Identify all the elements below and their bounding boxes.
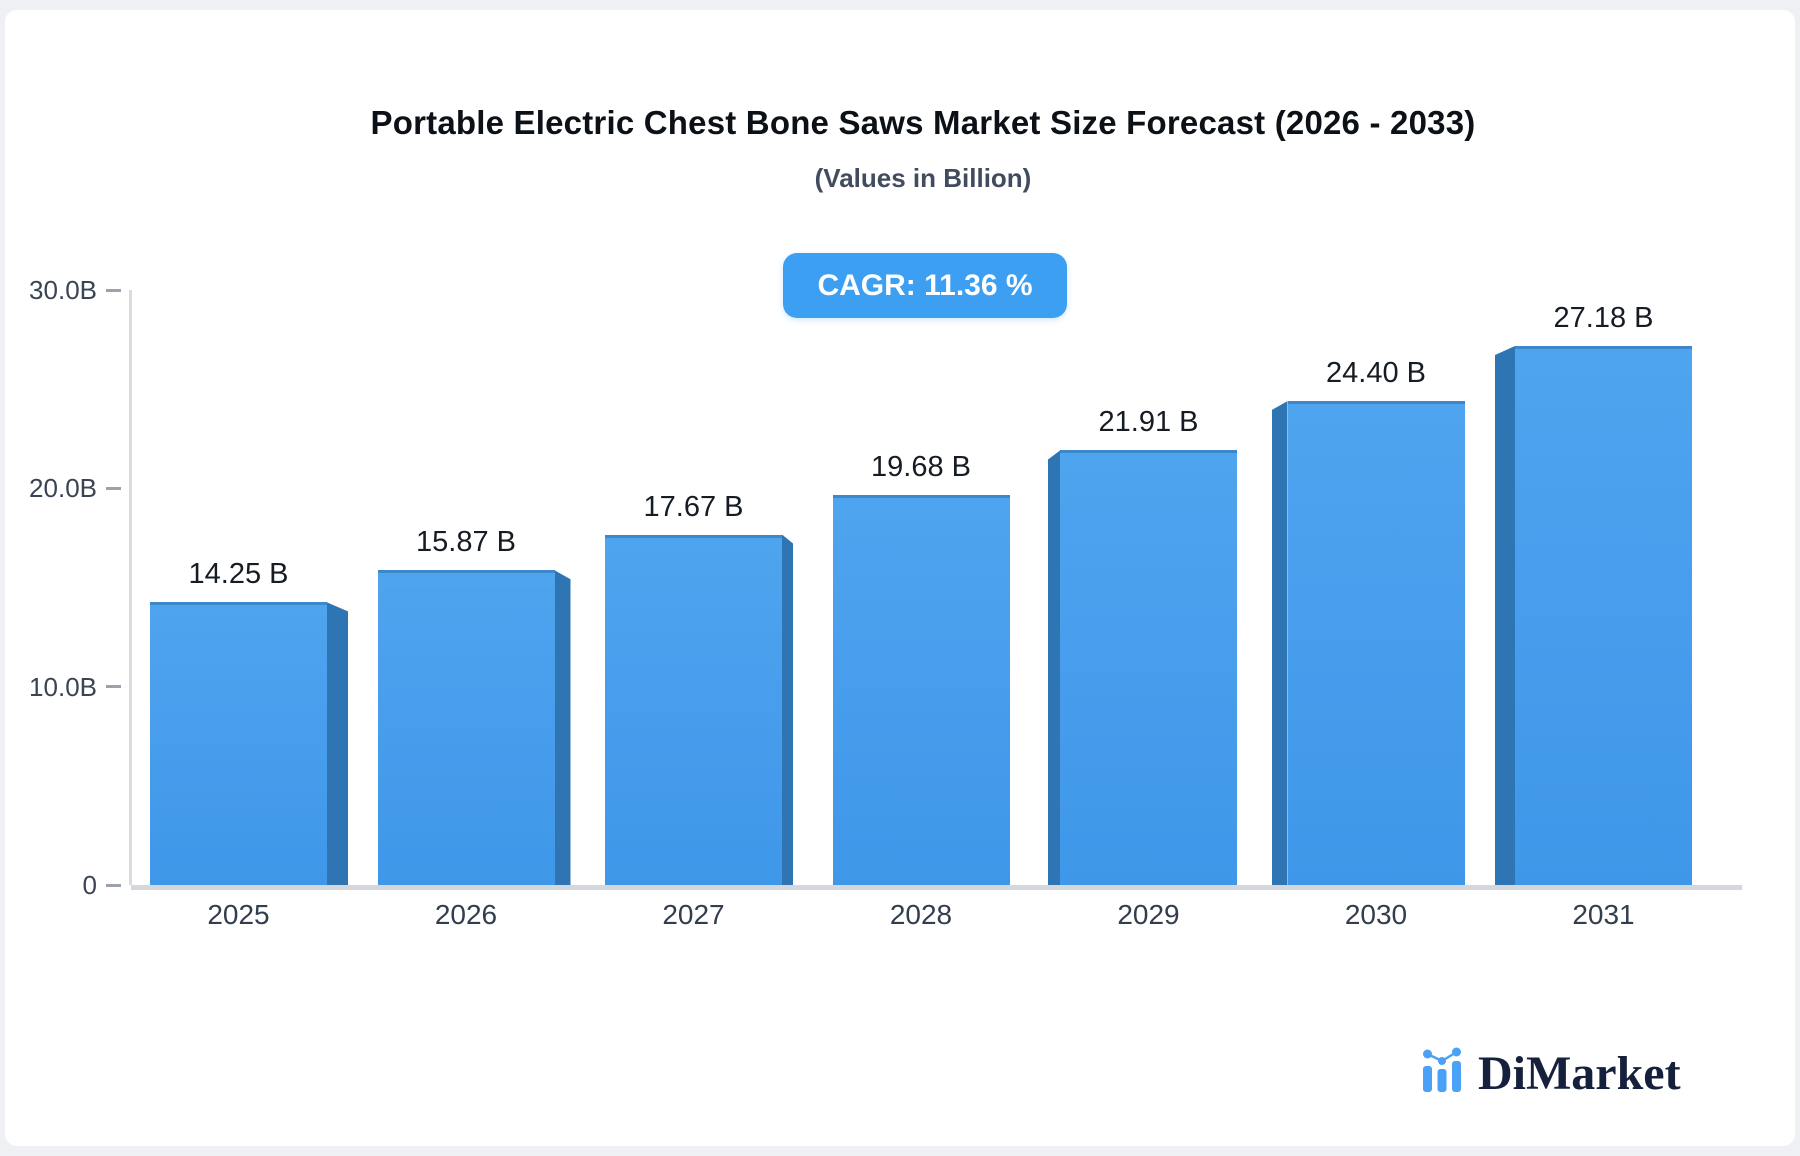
y-tick-mark <box>106 486 121 490</box>
x-tick-label: 2027 <box>662 899 725 930</box>
y-tick-mark <box>106 883 121 887</box>
bar-value-label: 24.40 B <box>1326 357 1426 390</box>
dimarket-logo: DiMarket <box>1423 1042 1743 1112</box>
bar-3d-side-panel <box>327 602 348 885</box>
y-tick-label: 30.0B <box>29 275 97 305</box>
x-tick-label: 2031 <box>1572 899 1635 930</box>
x-tick-label: 2025 <box>207 899 270 930</box>
bar <box>1060 450 1237 885</box>
bar-3d-side-panel <box>1271 401 1288 885</box>
x-axis-baseline <box>131 885 1742 890</box>
bar-value-label: 21.91 B <box>1098 406 1199 439</box>
bar-value-label: 14.25 B <box>188 558 289 591</box>
bar-value-label: 19.68 B <box>871 450 971 483</box>
bar-value-label: 27.18 B <box>1553 301 1654 334</box>
bar <box>832 494 1010 885</box>
y-tick-label: 0 <box>82 870 97 900</box>
bar-value-label: 15.87 B <box>416 526 516 559</box>
y-tick-mark <box>106 685 121 689</box>
x-tick-label: 2026 <box>434 899 498 930</box>
dimarket-logo-text: DiMarket <box>1478 1047 1681 1100</box>
y-tick-label: 10.0B <box>29 671 97 702</box>
x-tick-label: 2029 <box>1117 899 1180 930</box>
y-tick-mark <box>106 288 121 292</box>
x-tick-label: 2028 <box>889 899 953 930</box>
chart-subtitle: (Values in Billion) <box>814 163 1032 193</box>
bar-value-label: 17.67 B <box>643 490 744 523</box>
bar-3d-side-panel <box>1495 345 1515 885</box>
bar-chart-plot-area: 30.0B 20.0B 10.0B 0 14.25 B 2025 15.87 B 2026 1… <box>29 277 1742 930</box>
y-axis-line <box>129 290 132 885</box>
x-tick-label: 2030 <box>1344 899 1408 930</box>
bar-3d-side-panel <box>554 570 571 885</box>
bar <box>605 534 782 885</box>
cagr-badge: CAGR: 11.36 % <box>783 253 1067 318</box>
bar-3d-side-panel <box>1048 450 1060 885</box>
chart-title: Portable Electric Chest Bone Saws Market… <box>370 104 1476 141</box>
bar-3d-side-panel <box>782 534 793 885</box>
y-tick-label: 20.0B <box>29 473 97 504</box>
bar <box>1515 345 1692 885</box>
dimarket-bar-chart-icon <box>1423 1047 1461 1092</box>
bar <box>1287 401 1465 885</box>
bar <box>377 570 555 885</box>
bar <box>150 602 327 885</box>
